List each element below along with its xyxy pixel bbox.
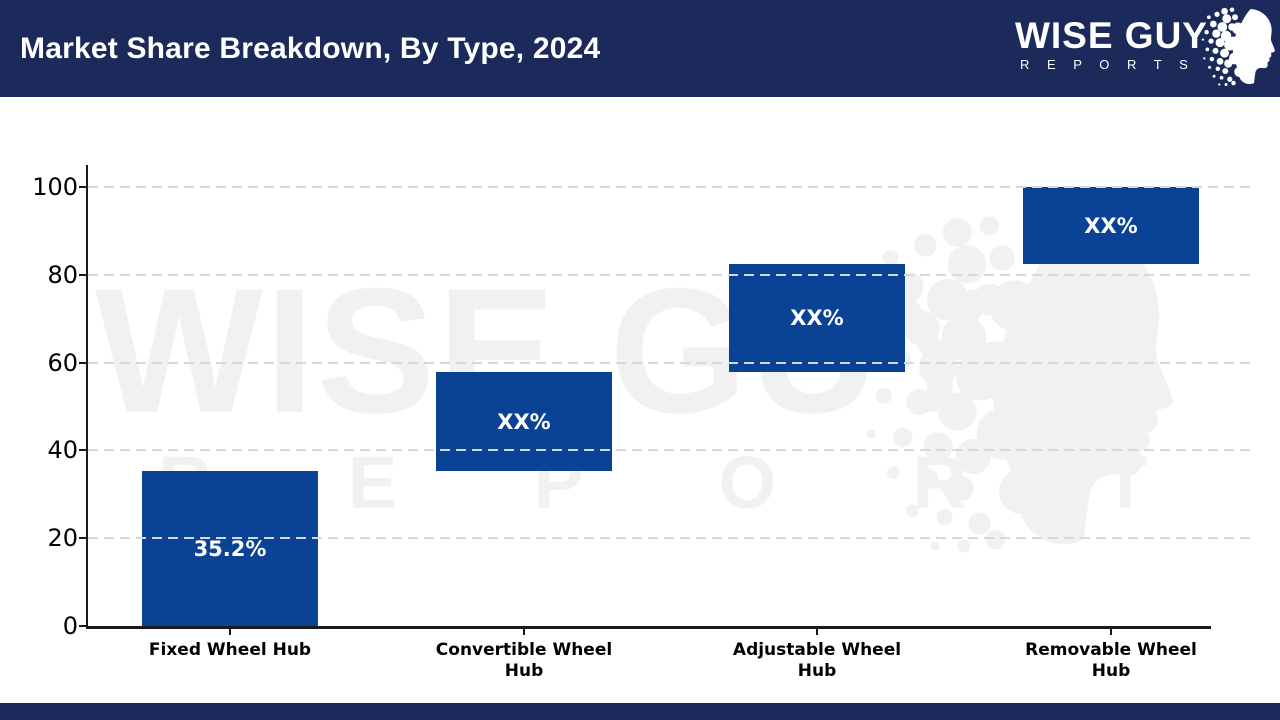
bar-value-label: XX% <box>1084 213 1138 238</box>
y-tick-mark <box>79 186 87 188</box>
bar-segment <box>142 471 318 626</box>
plot-area: 0 20 40 60 80 100 35.2% Fixed Wheel Hub XX% Conve… <box>0 97 1280 703</box>
y-tick-mark <box>79 361 87 364</box>
y-tick-label: 20 <box>47 524 78 553</box>
gridline <box>88 186 1253 188</box>
y-tick-label: 80 <box>47 260 78 289</box>
bar-segment <box>436 371 612 472</box>
x-tick-mark <box>816 626 818 635</box>
gridline <box>88 537 1253 540</box>
bar-segment <box>1023 187 1199 265</box>
x-tick-mark <box>229 626 231 635</box>
y-tick-label: 100 <box>32 173 78 201</box>
header-bar: Market Share Breakdown, By Type, 2024 WI… <box>0 0 1280 97</box>
y-tick-mark <box>79 625 87 627</box>
y-tick-label: 60 <box>47 348 78 377</box>
gridline <box>88 361 1253 364</box>
wiseguy-logo: WISE GUY R E P O R T S <box>1015 0 1280 97</box>
x-category-label: Convertible Wheel Hub <box>435 640 613 681</box>
logo-wordmark-line2: R E P O R T S <box>1019 57 1195 72</box>
x-category-label: Fixed Wheel Hub <box>148 640 312 660</box>
x-axis-line <box>86 626 1211 629</box>
y-tick-label: 0 <box>62 612 78 640</box>
gridline <box>88 449 1253 452</box>
logo-wordmark: WISE GUY R E P O R T S <box>1014 15 1208 73</box>
y-tick-mark <box>79 273 87 276</box>
x-category-label: Removable Wheel Hub <box>1025 640 1197 681</box>
footer-bar <box>0 703 1280 720</box>
y-axis-line <box>86 165 88 629</box>
gridline <box>88 273 1253 276</box>
logo-wordmark-line1: WISE GUY <box>1014 15 1208 56</box>
head-logo-icon <box>1201 7 1275 87</box>
y-tick-mark <box>79 537 87 540</box>
x-tick-mark <box>1110 626 1112 635</box>
bar-segment <box>729 264 905 372</box>
y-tick-mark <box>79 449 87 452</box>
x-tick-mark <box>523 626 525 635</box>
bar-value-label: XX% <box>497 409 551 434</box>
bar-value-label: 35.2% <box>193 536 267 561</box>
x-category-label: Adjustable Wheel Hub <box>732 640 902 681</box>
y-tick-label: 40 <box>47 436 78 465</box>
chart-title: Market Share Breakdown, By Type, 2024 <box>20 31 601 65</box>
bar-value-label: XX% <box>790 306 844 331</box>
